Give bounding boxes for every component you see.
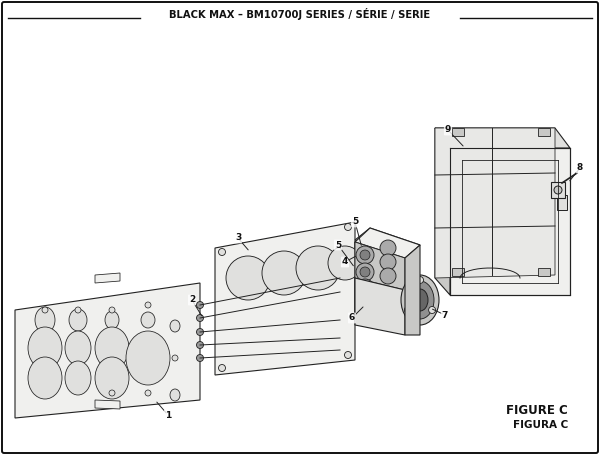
Ellipse shape: [141, 312, 155, 328]
Circle shape: [380, 254, 396, 270]
Circle shape: [145, 302, 151, 308]
Text: FIGURA C: FIGURA C: [513, 420, 568, 430]
Ellipse shape: [95, 327, 129, 369]
Circle shape: [197, 329, 203, 335]
Ellipse shape: [401, 275, 439, 325]
Text: 7: 7: [442, 310, 448, 319]
Polygon shape: [215, 222, 355, 375]
Text: BLACK MAX – BM10700J SERIES / SÉRIE / SERIE: BLACK MAX – BM10700J SERIES / SÉRIE / SE…: [169, 8, 431, 20]
Text: 5: 5: [335, 241, 341, 249]
Circle shape: [356, 263, 374, 281]
Polygon shape: [355, 242, 405, 290]
Polygon shape: [435, 128, 450, 295]
Ellipse shape: [95, 357, 129, 399]
Text: 1: 1: [165, 410, 171, 420]
Text: 4: 4: [342, 258, 348, 267]
Polygon shape: [15, 283, 200, 418]
Circle shape: [262, 251, 306, 295]
Text: FIGURE C: FIGURE C: [506, 404, 568, 416]
Circle shape: [404, 307, 412, 313]
Circle shape: [197, 302, 203, 308]
Ellipse shape: [28, 327, 62, 369]
Polygon shape: [355, 242, 405, 325]
Circle shape: [344, 352, 352, 359]
Circle shape: [328, 246, 362, 280]
Polygon shape: [405, 245, 420, 335]
Polygon shape: [95, 400, 120, 409]
Circle shape: [554, 186, 562, 194]
Text: 5: 5: [352, 217, 358, 227]
Circle shape: [296, 246, 340, 290]
Polygon shape: [95, 273, 120, 283]
Circle shape: [380, 268, 396, 284]
Bar: [452, 128, 464, 136]
Circle shape: [218, 248, 226, 256]
Circle shape: [360, 283, 370, 293]
Circle shape: [428, 307, 436, 313]
Circle shape: [197, 342, 203, 349]
Circle shape: [172, 355, 178, 361]
Circle shape: [360, 250, 370, 260]
Ellipse shape: [105, 311, 119, 329]
Bar: [551, 182, 565, 198]
Bar: [557, 195, 567, 210]
Circle shape: [380, 240, 396, 256]
Polygon shape: [435, 128, 570, 148]
Bar: [538, 268, 550, 276]
Circle shape: [197, 354, 203, 362]
Circle shape: [360, 267, 370, 277]
Circle shape: [109, 307, 115, 313]
Bar: [538, 128, 550, 136]
Circle shape: [356, 279, 374, 297]
Text: 6: 6: [349, 313, 355, 323]
Circle shape: [226, 256, 270, 300]
Circle shape: [218, 364, 226, 371]
Ellipse shape: [170, 389, 180, 401]
Polygon shape: [435, 128, 555, 278]
Text: 2: 2: [189, 295, 195, 304]
Text: 9: 9: [445, 126, 451, 135]
Ellipse shape: [170, 320, 180, 332]
Circle shape: [145, 390, 151, 396]
Ellipse shape: [126, 331, 170, 385]
Bar: [452, 268, 464, 276]
Circle shape: [75, 307, 81, 313]
Ellipse shape: [412, 289, 428, 311]
Polygon shape: [355, 228, 420, 257]
Ellipse shape: [69, 309, 87, 331]
Circle shape: [197, 314, 203, 322]
Ellipse shape: [406, 281, 434, 319]
Text: 3: 3: [235, 233, 241, 243]
Circle shape: [42, 307, 48, 313]
Ellipse shape: [65, 361, 91, 395]
Polygon shape: [355, 278, 405, 335]
Ellipse shape: [65, 331, 91, 365]
Circle shape: [356, 246, 374, 264]
Text: 8: 8: [577, 163, 583, 172]
Polygon shape: [355, 228, 420, 258]
Ellipse shape: [35, 307, 55, 333]
Ellipse shape: [28, 357, 62, 399]
Polygon shape: [450, 148, 570, 295]
Circle shape: [416, 277, 424, 283]
Circle shape: [109, 390, 115, 396]
Circle shape: [344, 223, 352, 231]
